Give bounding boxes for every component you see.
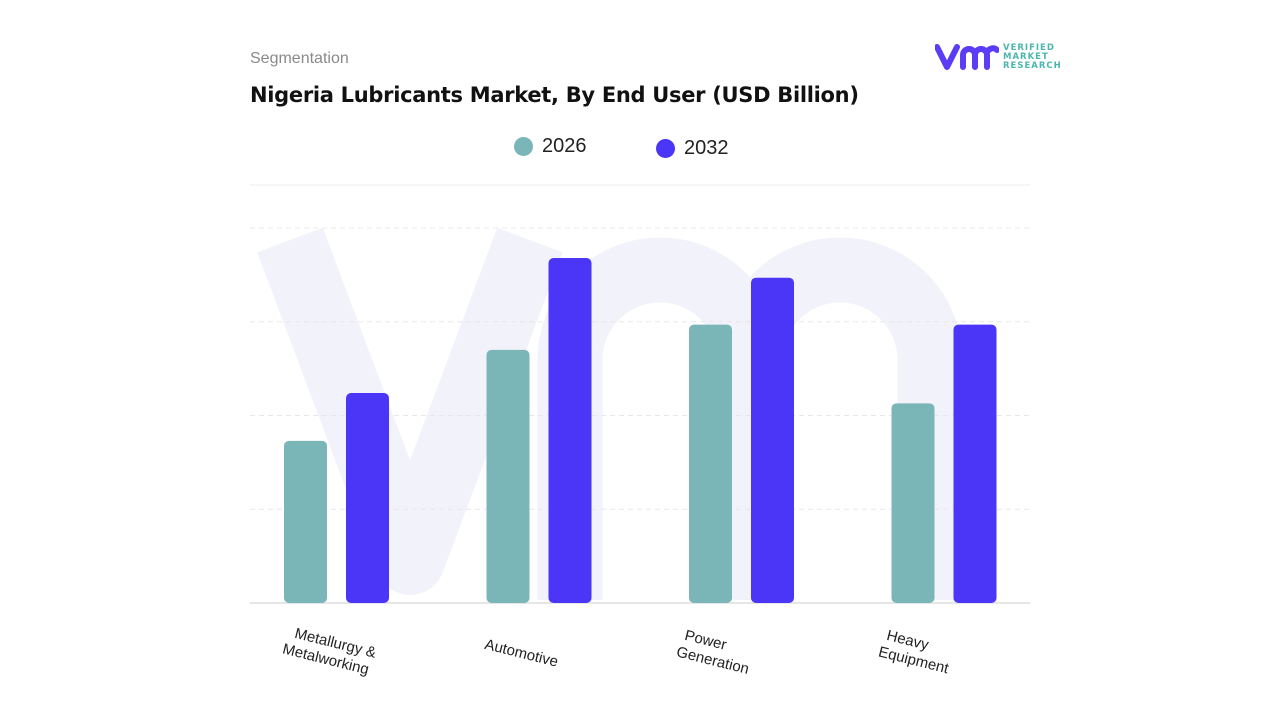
logo-text: VERIFIED MARKET RESEARCH xyxy=(1003,42,1062,71)
watermark-m-icon xyxy=(537,237,963,600)
watermark-v-icon xyxy=(257,227,563,595)
legend-label: 2026 xyxy=(542,135,587,157)
logo-line: RESEARCH xyxy=(1003,60,1062,71)
verified-market-research-logo: VERIFIED MARKET RESEARCH xyxy=(935,43,1062,71)
legend-label: 2032 xyxy=(684,137,729,159)
bar-2032-2 xyxy=(751,277,794,603)
section-label: Segmentation xyxy=(250,50,349,67)
chart-title: Nigeria Lubricants Market, By End User (… xyxy=(250,83,859,107)
legend-item-2032: 2032 xyxy=(656,137,729,160)
bar-2026-2 xyxy=(689,324,732,603)
legend-swatch xyxy=(656,139,675,158)
logo-line: MARKET xyxy=(1003,51,1049,62)
legend: 2026 2032 xyxy=(0,135,1280,160)
logo-line: VERIFIED xyxy=(1003,42,1055,53)
bar-2032-0 xyxy=(346,393,389,603)
bar-2026-0 xyxy=(284,440,327,603)
bar-2032-3 xyxy=(953,324,997,603)
legend-swatch xyxy=(514,137,533,156)
bar-2032-1 xyxy=(548,258,592,603)
legend-item-2026: 2026 xyxy=(514,135,587,158)
bar-2026-3 xyxy=(891,403,935,603)
vmr-logo-mark-icon xyxy=(935,44,999,70)
bar-2026-1 xyxy=(486,349,530,603)
